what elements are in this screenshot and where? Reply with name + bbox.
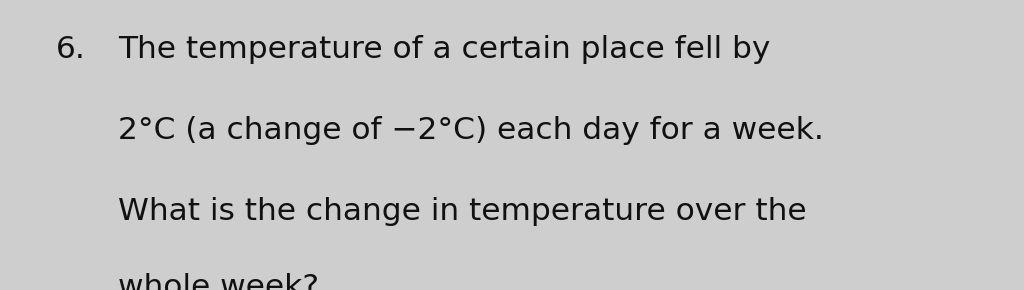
Text: whole week?: whole week?	[118, 273, 318, 290]
Text: The temperature of a certain place fell by: The temperature of a certain place fell …	[118, 35, 770, 64]
Text: 6.: 6.	[56, 35, 86, 64]
Text: 2°C (a change of −2°C) each day for a week.: 2°C (a change of −2°C) each day for a we…	[118, 116, 823, 145]
Text: What is the change in temperature over the: What is the change in temperature over t…	[118, 197, 806, 226]
